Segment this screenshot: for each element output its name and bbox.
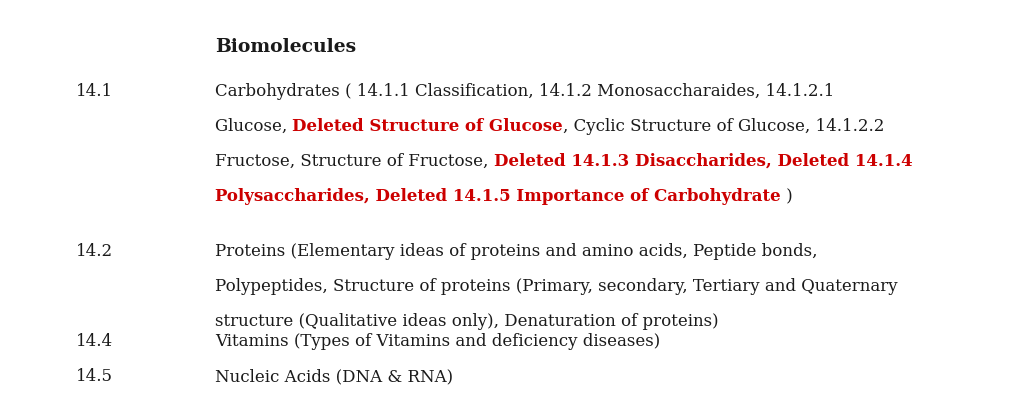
Text: 14.2: 14.2	[76, 243, 113, 260]
Text: Polysaccharides, Deleted 14.1.5 Importance of Carbohydrate: Polysaccharides, Deleted 14.1.5 Importan…	[215, 188, 780, 205]
Text: Deleted 14.1.3 Disaccharides, Deleted 14.1.4: Deleted 14.1.3 Disaccharides, Deleted 14…	[494, 153, 912, 170]
Text: , Cyclic Structure of Glucose, 14.1.2.2: , Cyclic Structure of Glucose, 14.1.2.2	[563, 118, 885, 135]
Text: Fructose, Structure of Fructose,: Fructose, Structure of Fructose,	[215, 153, 494, 170]
Text: 14.5: 14.5	[76, 368, 113, 385]
Text: 14.1: 14.1	[76, 83, 113, 100]
Text: Carbohydrates ( 14.1.1 Classification, 14.1.2 Monosaccharaides, 14.1.2.1: Carbohydrates ( 14.1.1 Classification, 1…	[215, 83, 835, 100]
Text: Biomolecules: Biomolecules	[215, 38, 356, 56]
Text: Deleted Structure of Glucose: Deleted Structure of Glucose	[293, 118, 563, 135]
Text: Nucleic Acids (DNA & RNA): Nucleic Acids (DNA & RNA)	[215, 368, 454, 385]
Text: structure (Qualitative ideas only), Denaturation of proteins): structure (Qualitative ideas only), Dena…	[215, 313, 719, 330]
Text: Glucose,: Glucose,	[215, 118, 293, 135]
Text: Vitamins (Types of Vitamins and deficiency diseases): Vitamins (Types of Vitamins and deficien…	[215, 333, 660, 350]
Text: ): )	[780, 188, 793, 205]
Text: Polypeptides, Structure of proteins (Primary, secondary, Tertiary and Quaternary: Polypeptides, Structure of proteins (Pri…	[215, 278, 898, 295]
Text: Proteins (Elementary ideas of proteins and amino acids, Peptide bonds,: Proteins (Elementary ideas of proteins a…	[215, 243, 817, 260]
Text: 14.4: 14.4	[76, 333, 113, 350]
